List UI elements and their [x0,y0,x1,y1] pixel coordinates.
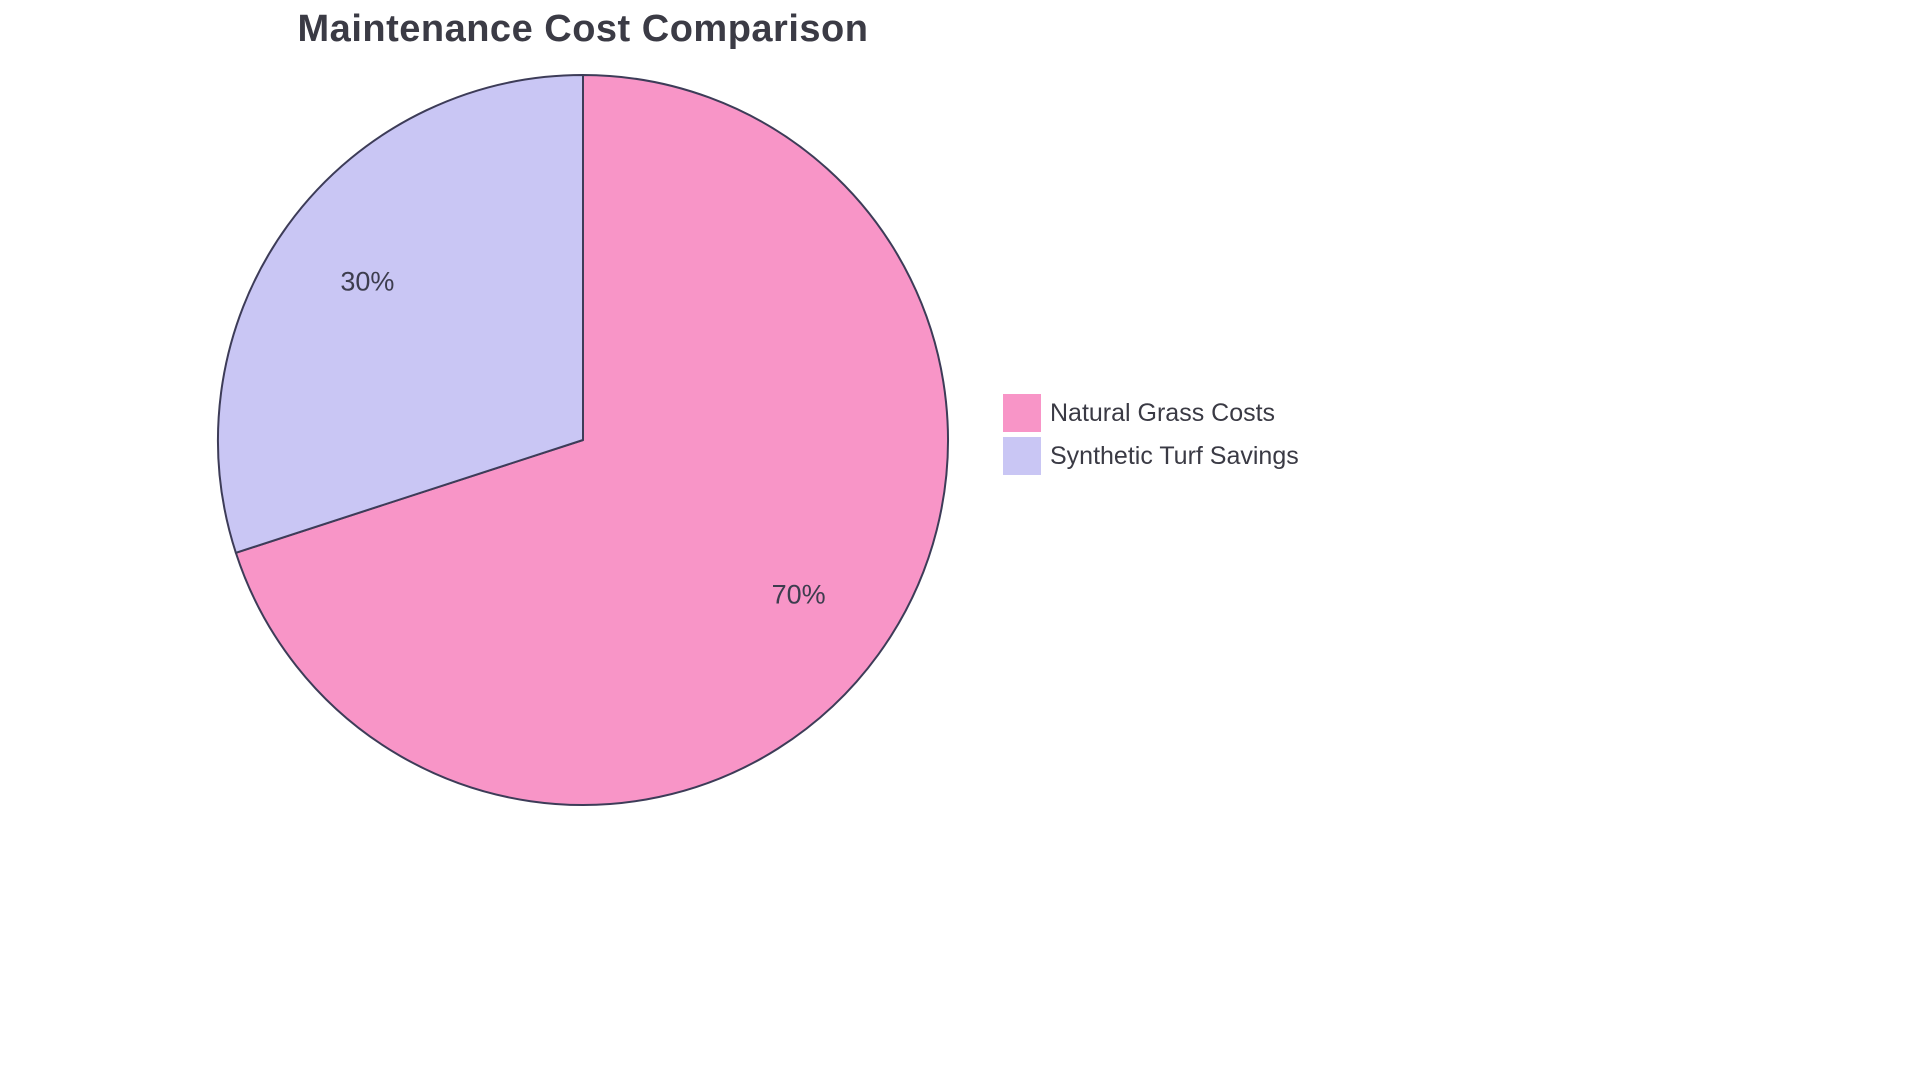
pie-chart: 70% 30% [217,74,949,806]
legend-item-synthetic-turf[interactable]: Synthetic Turf Savings [1003,437,1299,475]
legend-label-synthetic-turf: Synthetic Turf Savings [1050,441,1299,470]
slice-percent-label-1: 70% [772,580,826,610]
legend-swatch-synthetic-turf [1003,437,1041,475]
pie-slice-1 [234,74,949,806]
legend-swatch-natural-grass [1003,394,1041,432]
legend: Natural Grass Costs Synthetic Turf Savin… [1003,394,1299,475]
legend-label-natural-grass: Natural Grass Costs [1050,398,1276,427]
chart-title: Maintenance Cost Comparison [297,8,869,50]
legend-item-natural-grass[interactable]: Natural Grass Costs [1003,394,1299,432]
pie-slice-2 [217,74,584,554]
slice-percent-label-2: 30% [340,267,394,297]
